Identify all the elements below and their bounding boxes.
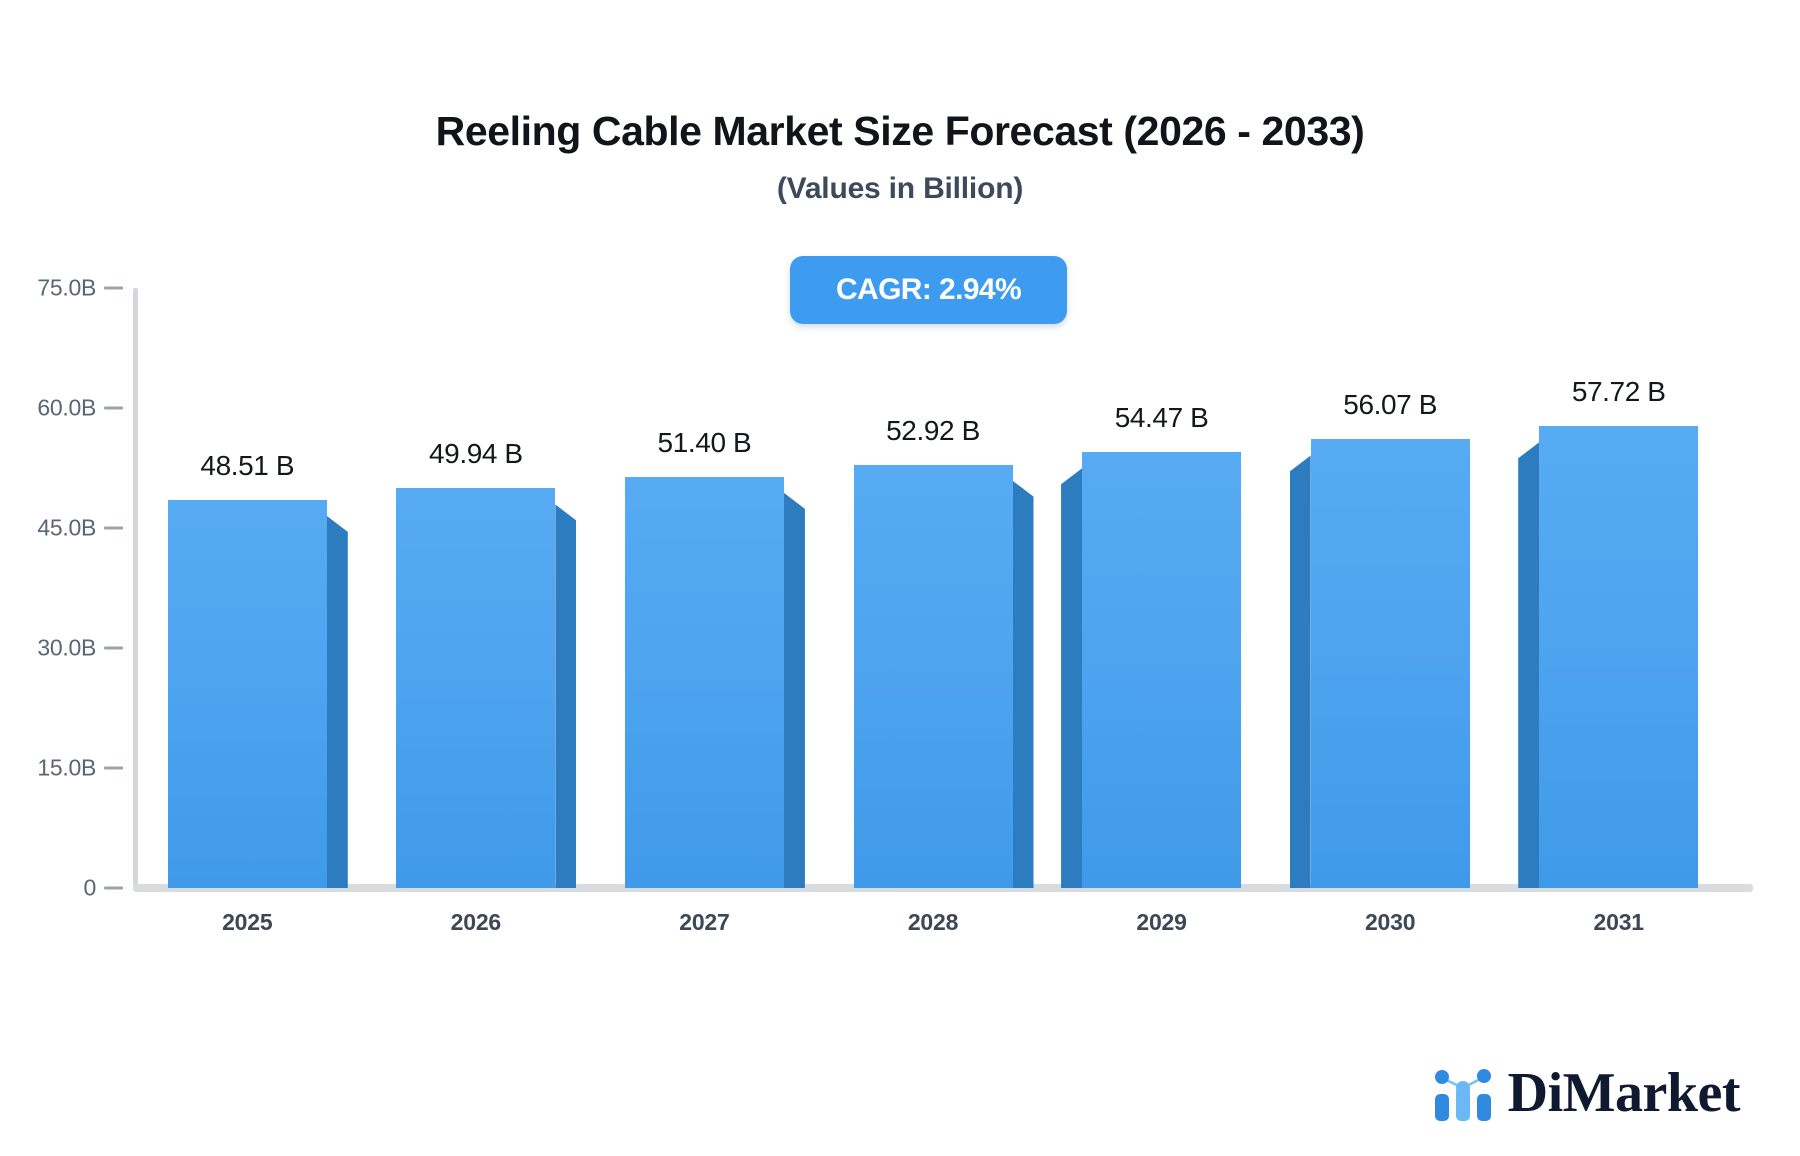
- bar-front-face[interactable]: [167, 499, 327, 888]
- bar-side-face: [783, 492, 805, 888]
- x-axis-tick-label: 2031: [1593, 909, 1645, 935]
- bar-side-face: [326, 515, 348, 888]
- bar-front-face[interactable]: [624, 476, 784, 888]
- y-axis-tick-label: 45.0B: [37, 514, 96, 541]
- y-axis-tick-mark: [104, 526, 123, 530]
- y-axis-tick-mark: [104, 286, 123, 290]
- bar-value-label: 48.51 B: [200, 449, 295, 481]
- bar-group: 57.72 B 2031: [1518, 376, 1699, 935]
- logo-text: DiMarket: [1507, 1062, 1741, 1124]
- bar-side-face: [1289, 455, 1311, 888]
- bar-group: 51.40 B 2027: [624, 427, 805, 935]
- y-axis-tick-label: 75.0B: [37, 274, 96, 301]
- chart-subtitle: (Values in Billion): [776, 172, 1024, 205]
- x-axis-tick-label: 2028: [907, 909, 959, 935]
- y-axis-line: [133, 288, 138, 888]
- plot-area: 48.51 B 2025 49.94 B 2026 51.40 B 2027 52.92 B…: [133, 288, 1733, 935]
- y-axis: 0 15.0B 30.0B 45.0B 60.0B 75.0B: [0, 0, 96, 1156]
- page-title: Reeling Cable Market Size Forecast (2026…: [435, 108, 1365, 154]
- y-axis-tick-label: 0: [83, 874, 97, 901]
- bar-value-label: 54.47 B: [1114, 402, 1209, 434]
- x-axis-tick-label: 2029: [1136, 909, 1187, 935]
- bar-group: 49.94 B 2026: [396, 438, 577, 935]
- bar-side-face: [555, 504, 577, 888]
- bar-front-face[interactable]: [1539, 426, 1699, 888]
- bar-front-face[interactable]: [1310, 439, 1470, 888]
- y-axis-tick-label: 60.0B: [37, 394, 96, 421]
- x-axis-tick-label: 2030: [1364, 909, 1416, 935]
- cagr-badge: CAGR: 2.94%: [790, 256, 1067, 324]
- bar-group: 54.47 B 2029: [1061, 402, 1242, 935]
- y-axis-tick-mark: [104, 646, 123, 650]
- dimarket-logo: DiMarket: [1432, 1062, 1741, 1124]
- y-axis-tick-mark: [104, 406, 123, 410]
- y-axis-tick-mark: [104, 766, 123, 770]
- bar-value-label: 51.40 B: [657, 426, 752, 458]
- bar-group: 52.92 B 2028: [853, 415, 1034, 935]
- x-axis-tick-label: 2025: [222, 909, 273, 935]
- bar-side-face: [1012, 480, 1034, 888]
- bar-group: 48.51 B 2025: [167, 450, 348, 935]
- x-axis-line: [133, 884, 1753, 892]
- bar-front-face[interactable]: [396, 488, 556, 888]
- bar-front-face[interactable]: [853, 464, 1013, 888]
- bar-value-label: 56.07 B: [1343, 389, 1438, 421]
- y-axis-tick-mark: [104, 886, 123, 890]
- bar-chart-icon: [1434, 1069, 1491, 1121]
- y-axis-tick-label: 15.0B: [37, 754, 96, 781]
- cagr-badge-label: CAGR: 2.94%: [835, 273, 1022, 306]
- y-axis-tick-label: 30.0B: [37, 634, 96, 661]
- bar-value-label: 57.72 B: [1571, 376, 1666, 408]
- x-axis-tick-label: 2027: [679, 909, 730, 935]
- bar-front-face[interactable]: [1082, 452, 1242, 888]
- bar-group: 56.07 B 2030: [1289, 389, 1470, 935]
- x-axis-tick-label: 2026: [450, 909, 502, 935]
- bar-value-label: 49.94 B: [428, 438, 523, 470]
- bar-side-face: [1061, 468, 1083, 888]
- bar-side-face: [1518, 442, 1540, 888]
- bar-value-label: 52.92 B: [886, 414, 980, 446]
